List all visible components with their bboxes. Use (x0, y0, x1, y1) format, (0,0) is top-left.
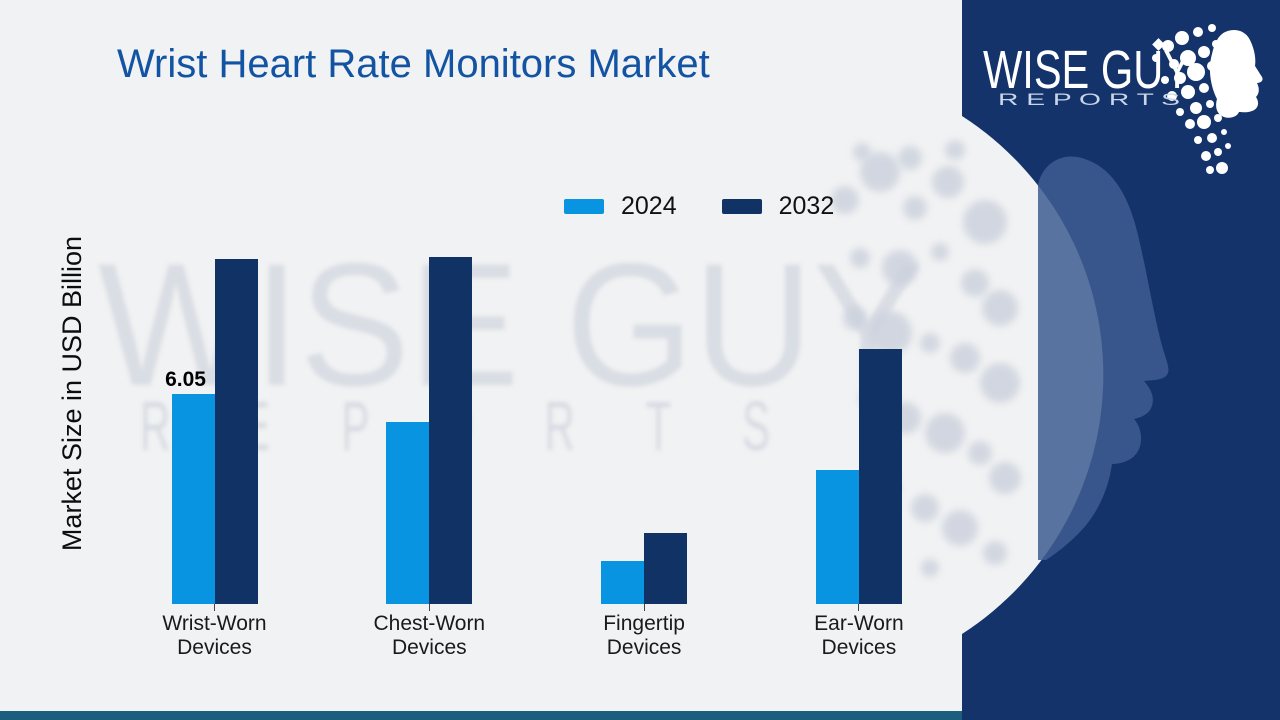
x-axis-tick (858, 604, 860, 611)
watermark-dot (898, 146, 922, 170)
watermark-dot (932, 166, 964, 198)
watermark-dot (950, 343, 980, 373)
watermark-dot (980, 363, 1020, 403)
legend-label-2024: 2024 (621, 192, 677, 220)
watermark-dot (868, 311, 912, 355)
category-label: Fingertip Devices (603, 612, 685, 659)
watermark-dot (911, 494, 939, 522)
watermark-dot (920, 333, 940, 353)
category-label: Wrist-Worn Devices (162, 612, 267, 659)
logo-reports-text: R E P O R T S (998, 90, 1180, 109)
wiseguy-logo: WISE GUY R E P O R T S (962, 0, 1280, 720)
bottom-accent-strip (0, 711, 1280, 720)
y-axis-label: Market Size in USD Billion (57, 235, 87, 552)
watermark-dot (982, 290, 1018, 326)
legend-swatch-2032 (721, 199, 762, 214)
bar-2032-chest-worn-devices (429, 257, 473, 604)
bar-2024-ear-worn-devices (815, 470, 859, 604)
watermark-dot (942, 510, 978, 546)
watermark-dot (882, 250, 918, 286)
bar-2032-wrist-worn-devices (214, 259, 258, 604)
category-label: Ear-Worn Devices (814, 612, 904, 659)
watermark-dot (925, 413, 965, 453)
watermark-dot (989, 462, 1021, 494)
profile-face-icon (1209, 30, 1263, 118)
watermark-dot (843, 306, 867, 330)
bar-2024-wrist-worn-devices (171, 394, 215, 604)
watermark-dot (963, 200, 1007, 244)
watermark-dot (983, 541, 1007, 565)
watermark-dot (968, 441, 992, 465)
x-axis-tick (428, 604, 430, 611)
bar-2024-fingertip-devices (601, 561, 645, 604)
x-axis-tick (643, 604, 645, 611)
watermark-dot (850, 248, 870, 268)
watermark-dot (945, 140, 965, 160)
chart-legend: 2024 2032 (564, 192, 834, 221)
watermark-dot (961, 269, 989, 297)
watermark-dot (931, 243, 949, 261)
bar-2032-fingertip-devices (644, 533, 688, 604)
bar-2032-ear-worn-devices (858, 349, 902, 604)
legend-swatch-2024 (564, 199, 604, 214)
x-axis-tick (214, 604, 215, 611)
watermark-dot (831, 186, 859, 214)
bar-2024-chest-worn-devices (386, 422, 430, 604)
logo-wiseguy-text: WISE GUY (983, 40, 1191, 100)
category-label: Chest-Worn Devices (373, 612, 486, 659)
legend-label-2032: 2032 (778, 192, 835, 220)
watermark-dot (903, 196, 927, 220)
watermark-dot (853, 143, 871, 161)
watermark-dot (921, 559, 939, 577)
bar-value-label: 6.05 (165, 368, 206, 391)
page-title: Wrist Heart Rate Monitors Market (117, 42, 710, 86)
face-silhouette-icon (1038, 156, 1169, 560)
